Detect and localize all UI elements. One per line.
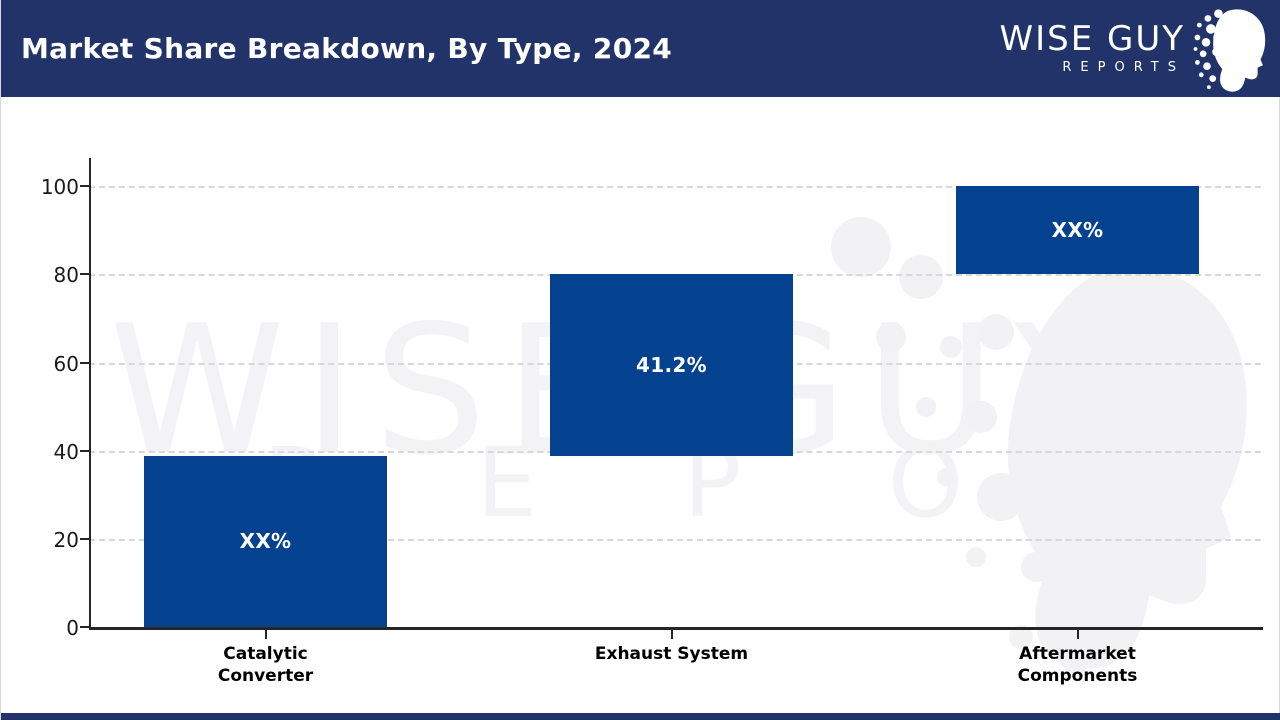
bar-value-label: 41.2% [636, 353, 707, 378]
gridline-100 [89, 186, 1261, 189]
x-tick-mark-1 [670, 630, 673, 639]
gridline-20 [89, 538, 1261, 541]
bar-catalytic-converter: XX% [144, 456, 387, 627]
y-axis-line [89, 158, 91, 629]
y-tick-mark-20 [80, 537, 89, 540]
bar-value-label: XX% [239, 529, 292, 554]
logo-wordmark: WISE GUY [999, 19, 1185, 59]
y-tick-label-60: 60 [53, 351, 79, 376]
y-tick-label-20: 20 [53, 527, 79, 552]
y-tick-label-100: 100 [40, 175, 79, 200]
category-label-2: Aftermarket Components [1017, 644, 1138, 687]
y-tick-mark-100 [80, 185, 89, 188]
x-tick-mark-2 [1076, 630, 1079, 639]
wise-guy-reports-logo: WISE GUY REPORTS [999, 6, 1280, 92]
bar-value-label: XX% [1051, 218, 1104, 243]
category-label-0: Catalytic Converter [217, 644, 314, 687]
header-band: Market Share Breakdown, By Type, 2024 WI… [1, 0, 1280, 97]
y-tick-mark-0 [80, 626, 89, 628]
footer-band [1, 713, 1280, 720]
y-tick-mark-60 [80, 361, 89, 364]
y-tick-label-80: 80 [53, 263, 79, 288]
head-profile-icon [1193, 8, 1266, 92]
logo-subtitle: REPORTS [1062, 60, 1185, 75]
y-tick-mark-40 [80, 449, 89, 452]
y-tick-label-40: 40 [53, 439, 79, 464]
y-tick-label-0: 0 [66, 616, 79, 640]
category-label-1: Exhaust System [594, 644, 749, 664]
x-axis-line [89, 627, 1263, 630]
bar-exhaust-system: 41.2% [550, 274, 793, 456]
page-title: Market Share Breakdown, By Type, 2024 [21, 32, 673, 65]
watermark-head-dots [831, 217, 1247, 673]
logo-text: WISE GUY REPORTS [999, 22, 1185, 75]
bar-aftermarket-components: XX% [956, 186, 1199, 275]
y-tick-mark-80 [80, 273, 89, 276]
x-tick-mark-0 [264, 630, 267, 639]
